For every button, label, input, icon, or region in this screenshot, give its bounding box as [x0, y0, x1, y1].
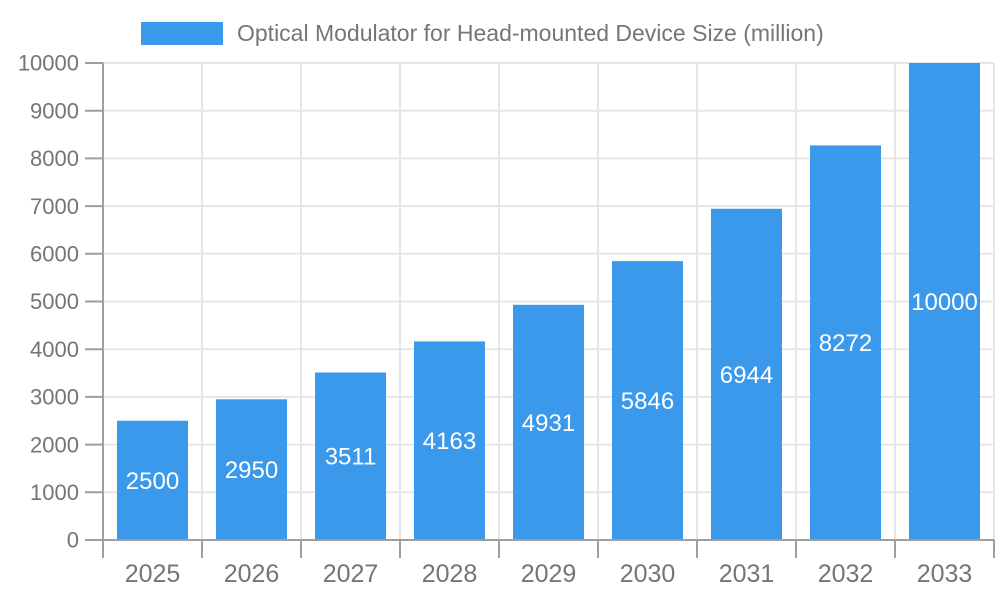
bar-2029 [513, 304, 584, 540]
y-tick-label: 7000 [30, 194, 79, 219]
bar-value-label: 6944 [720, 362, 773, 389]
bar-2026 [216, 399, 287, 540]
x-tick-label: 2031 [719, 560, 775, 588]
bar-value-label: 8272 [819, 330, 872, 357]
bar-value-label: 3511 [325, 444, 377, 471]
x-tick-label: 2032 [818, 560, 874, 588]
legend-label: Optical Modulator for Head-mounted Devic… [237, 20, 824, 46]
bar-value-label: 2950 [225, 457, 278, 484]
y-tick-label: 4000 [30, 337, 79, 362]
bar-2033 [909, 63, 980, 540]
x-tick-label: 2026 [224, 560, 280, 588]
y-tick-label: 3000 [30, 385, 79, 410]
bar-2025 [117, 420, 188, 540]
x-tick-label: 2033 [917, 560, 973, 588]
bar-2027 [315, 372, 386, 540]
bar-value-label: 10000 [911, 289, 978, 316]
x-tick-label: 2027 [323, 560, 379, 588]
bar-2031 [711, 208, 782, 541]
bar-value-label: 2500 [126, 468, 179, 495]
legend[interactable]: Optical Modulator for Head-mounted Devic… [141, 21, 824, 46]
bar-value-label: 5846 [621, 388, 674, 415]
x-tick-label: 2030 [620, 560, 676, 588]
y-tick-label: 9000 [30, 98, 79, 123]
x-tick-label: 2028 [422, 560, 478, 588]
x-tick-label: 2029 [521, 560, 577, 588]
bar-2032 [810, 145, 881, 540]
x-tick-label: 2025 [125, 560, 181, 588]
y-tick-label: 8000 [30, 146, 79, 171]
y-tick-label: 1000 [30, 480, 79, 505]
y-tick-label: 6000 [30, 242, 79, 267]
legend-swatch [141, 22, 223, 45]
y-tick-label: 5000 [30, 289, 79, 314]
bar-value-label: 4931 [522, 410, 575, 437]
bar-2030 [612, 261, 683, 540]
y-tick-label: 0 [67, 528, 79, 553]
bar-value-label: 4163 [423, 428, 476, 455]
y-tick-label: 2000 [30, 432, 79, 457]
bar-2028 [414, 341, 485, 540]
y-tick-label: 10000 [18, 51, 79, 76]
